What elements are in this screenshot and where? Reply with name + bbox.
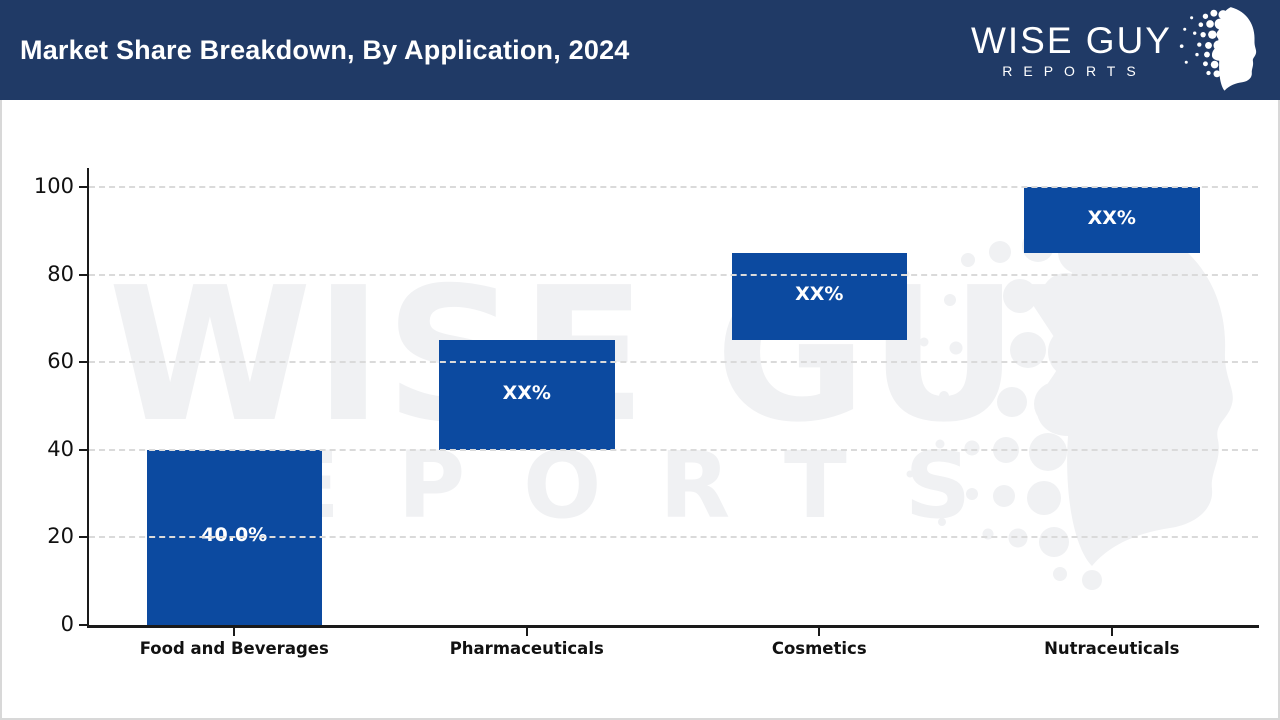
bar-value-label: XX% (502, 382, 551, 405)
gridline-60 (89, 361, 1258, 364)
y-tick-mark-20 (79, 536, 88, 539)
bar-value-label: XX% (795, 283, 844, 306)
y-tick-mark-40 (79, 448, 88, 451)
header-bar: Market Share Breakdown, By Application, … (0, 0, 1280, 100)
bar-cosmetics: XX% (731, 252, 907, 341)
gridline-100 (89, 186, 1258, 188)
y-axis-line (87, 168, 89, 627)
logo-text: WISE GUY REPORTS (971, 22, 1172, 79)
x-tick-label-food-and-beverages: Food and Beverages (139, 639, 329, 658)
bar-value-label: 40.0% (201, 524, 268, 547)
x-tick-mark-1 (525, 628, 528, 636)
gridline-40 (89, 448, 1258, 451)
wise-guy-reports-logo: WISE GUY REPORTS (971, 4, 1266, 96)
gridline-20 (89, 536, 1258, 539)
logo-face-icon (1179, 7, 1257, 91)
y-tick-label-0: 0 (60, 612, 74, 636)
y-tick-mark-80 (79, 273, 88, 276)
x-tick-label-nutraceuticals: Nutraceuticals (1044, 639, 1180, 658)
bar-pharmaceuticals: XX% (439, 340, 615, 450)
y-tick-label-80: 80 (47, 261, 74, 286)
y-tick-mark-0 (79, 624, 88, 626)
bar-nutraceuticals: XX% (1024, 187, 1200, 253)
y-tick-label-40: 40 (47, 436, 74, 461)
x-axis-line (87, 625, 1259, 628)
y-tick-label-20: 20 (47, 524, 74, 549)
page-title: Market Share Breakdown, By Application, … (20, 34, 630, 65)
logo-subtitle: REPORTS (1002, 62, 1147, 79)
x-tick-mark-2 (818, 628, 821, 636)
y-tick-mark-100 (79, 186, 88, 188)
logo-wordmark: WISE GUY (970, 19, 1172, 61)
watermark-face (894, 218, 1233, 590)
y-tick-label-100: 100 (33, 174, 74, 198)
x-tick-mark-0 (233, 628, 236, 636)
x-tick-mark-3 (1110, 628, 1113, 636)
y-tick-label-60: 60 (47, 349, 74, 374)
y-tick-mark-60 (79, 361, 88, 364)
x-tick-label-pharmaceuticals: Pharmaceuticals (449, 639, 604, 658)
gridline-80 (89, 273, 1258, 276)
bar-value-label: XX% (1087, 206, 1136, 229)
x-tick-label-cosmetics: Cosmetics (771, 639, 867, 658)
